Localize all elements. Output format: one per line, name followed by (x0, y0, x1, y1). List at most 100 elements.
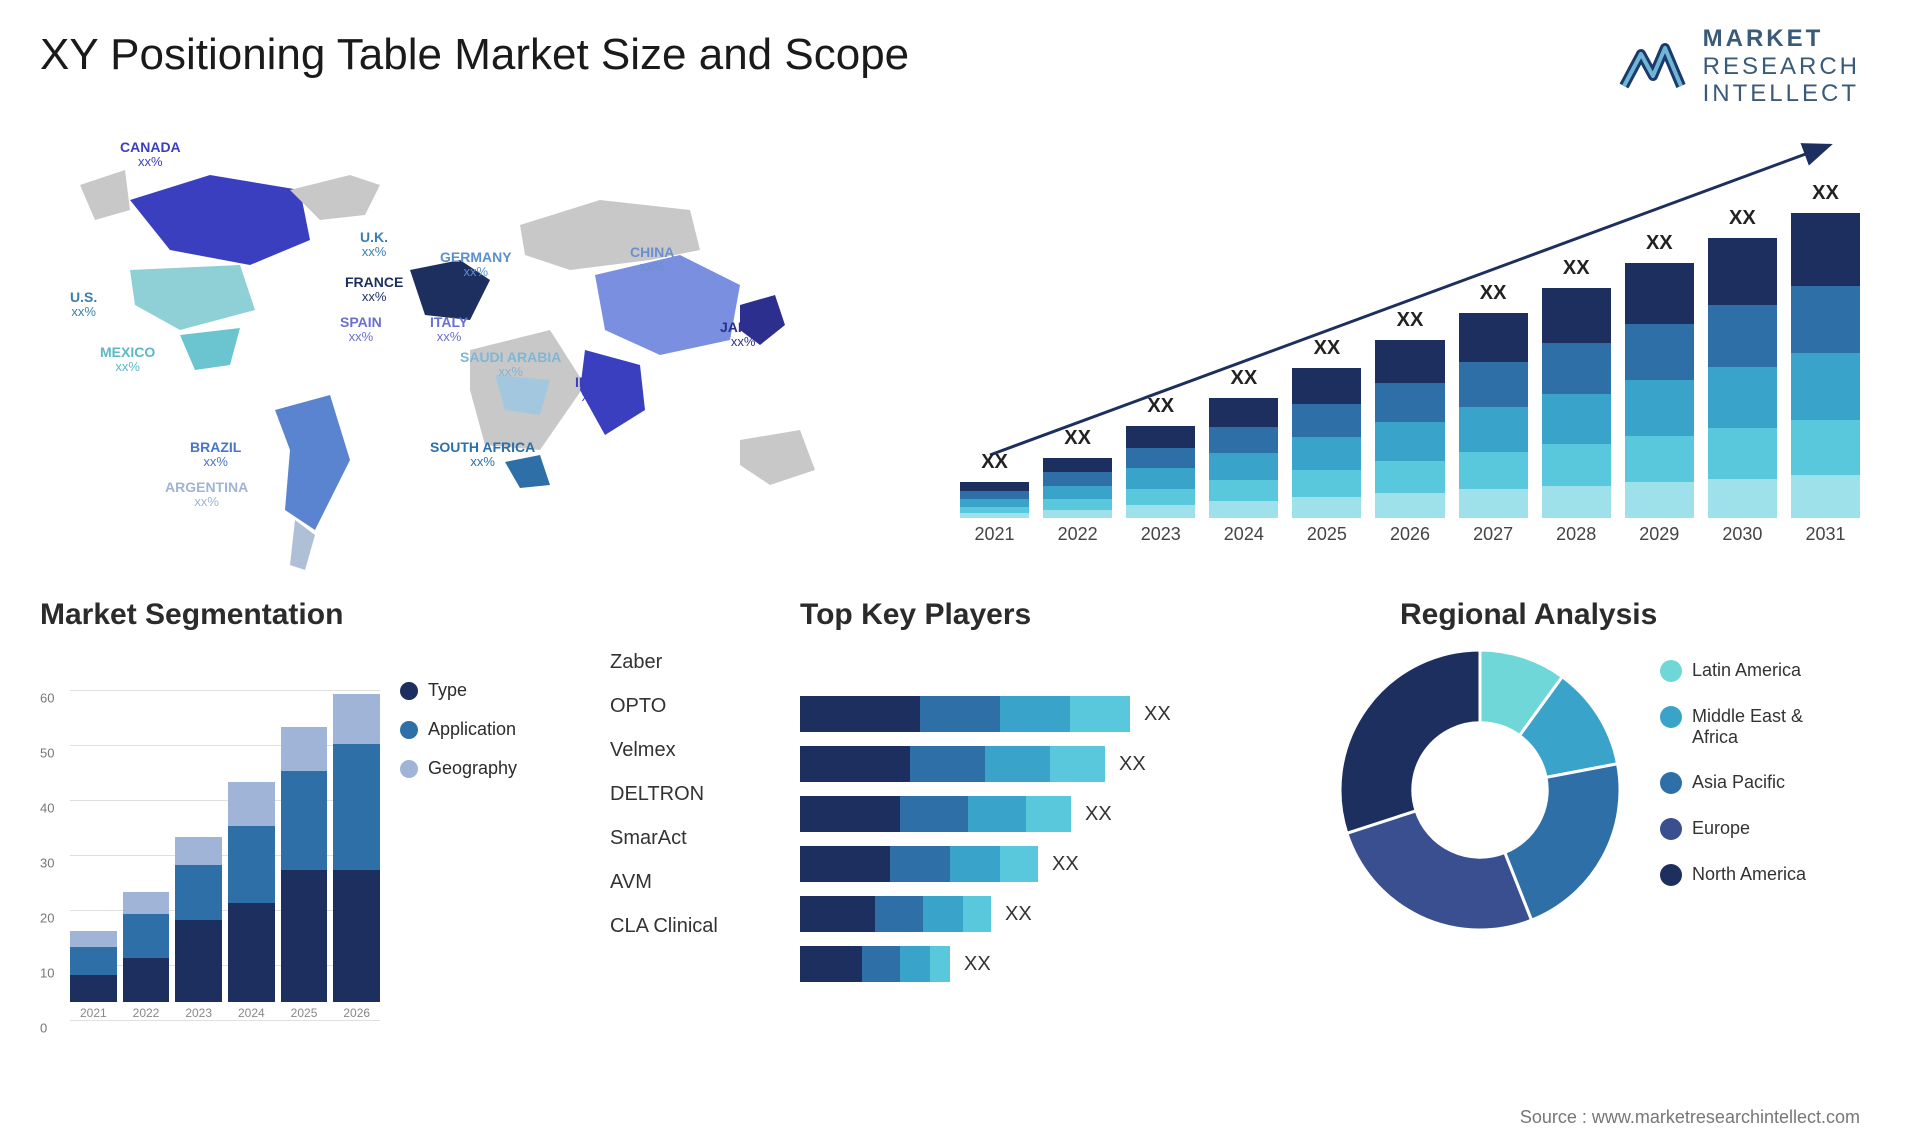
legend-dot-icon (1660, 706, 1682, 728)
donut-slice (1340, 650, 1480, 833)
segmentation-segment (70, 975, 117, 1003)
legend-dot-icon (1660, 864, 1682, 886)
world-map: CANADAxx%U.S.xx%MEXICOxx%BRAZILxx%ARGENT… (40, 130, 910, 570)
growth-bar-segment (1542, 288, 1611, 343)
growth-bar-segment (1209, 453, 1278, 479)
growth-bar-segment (1708, 479, 1777, 518)
growth-bar-segment (1126, 468, 1195, 488)
player-name: OPTO (610, 684, 770, 728)
player-name: DELTRON (610, 772, 770, 816)
growth-bar-segment (1292, 437, 1361, 470)
growth-bar-value: XX (1397, 309, 1424, 332)
growth-bar-2028: XX2028 (1542, 257, 1611, 545)
key-player-segment (1000, 846, 1038, 882)
key-player-value: XX (1085, 803, 1112, 826)
growth-bar-2029: XX 2029 (1625, 232, 1694, 545)
growth-bar-segment (1375, 340, 1444, 383)
growth-bar-segment (1625, 482, 1694, 518)
legend-dot-icon (400, 721, 418, 739)
segmentation-title: Market Segmentation (40, 598, 343, 632)
page-title: XY Positioning Table Market Size and Sco… (40, 30, 909, 80)
key-player-segment (800, 696, 920, 732)
growth-bar-year: 2027 (1473, 524, 1513, 545)
key-player-row: XX (800, 846, 1280, 882)
growth-bar-year: 2026 (1390, 524, 1430, 545)
growth-bar-segment (1209, 480, 1278, 502)
legend-dot-icon (1660, 818, 1682, 840)
growth-bar-segment (1459, 362, 1528, 407)
growth-bar-year: 2029 (1639, 524, 1679, 545)
legend-label: Asia Pacific (1692, 772, 1785, 793)
growth-bar-value: XX (1480, 282, 1507, 305)
legend-dot-icon (1660, 772, 1682, 794)
segmentation-bar-2026: 2026 (333, 694, 380, 1020)
growth-bar-year: 2031 (1805, 524, 1845, 545)
growth-bar-segment (1126, 489, 1195, 506)
growth-bar-segment (1043, 499, 1112, 510)
regional-legend-item: Latin America (1660, 660, 1852, 682)
growth-chart: XX2021XX2022XX2023XX2024XX2025XX2026XX20… (960, 135, 1860, 575)
key-players-chart: XXXXXXXXXXXX (800, 640, 1280, 1060)
segmentation-segment (281, 771, 328, 870)
key-player-segment (890, 846, 950, 882)
key-player-segment (1026, 796, 1071, 832)
segmentation-segment (333, 694, 380, 744)
key-player-segment (900, 796, 968, 832)
growth-bar-segment (1542, 444, 1611, 485)
segmentation-bar-2022: 2022 (123, 892, 170, 1020)
growth-bar-segment (1459, 407, 1528, 452)
key-player-row: XX (800, 946, 1280, 982)
legend-label: Middle East & Africa (1692, 706, 1852, 748)
segmentation-segment (175, 865, 222, 920)
players-list: ZaberOPTOVelmexDELTRONSmarActAVMCLA Clin… (610, 640, 770, 948)
growth-bar-2030: XX2030 (1708, 207, 1777, 545)
regional-title: Regional Analysis (1400, 598, 1657, 632)
segmentation-segment (228, 782, 275, 826)
regional-donut-svg (1320, 630, 1640, 950)
map-label-brazil: BRAZILxx% (190, 440, 241, 470)
segmentation-bar-2025: 2025 (281, 727, 328, 1020)
legend-label: Geography (428, 758, 517, 779)
growth-bar-segment (1375, 383, 1444, 422)
growth-bar-2021: XX2021 (960, 451, 1029, 545)
brand-logo-line1: MARKET (1703, 25, 1860, 53)
map-label-china: CHINAxx% (630, 245, 674, 275)
regional-donut (1320, 630, 1640, 1050)
segmentation-segment (333, 744, 380, 871)
segmentation-segment (123, 958, 170, 1002)
player-name: Velmex (610, 728, 770, 772)
growth-bar-value: XX (1646, 232, 1673, 255)
segmentation-year: 2024 (238, 1006, 265, 1020)
growth-bar-segment (960, 491, 1029, 499)
player-name: AVM (610, 860, 770, 904)
growth-bar-segment (1542, 486, 1611, 518)
key-player-segment (920, 696, 1000, 732)
growth-bar-year: 2025 (1307, 524, 1347, 545)
growth-bar-segment (1209, 427, 1278, 453)
map-label-mexico: MEXICOxx% (100, 345, 155, 375)
key-player-row: XX (800, 696, 1280, 732)
map-label-u-k-: U.K.xx% (360, 230, 388, 260)
key-player-row: XX (800, 896, 1280, 932)
growth-bar-segment (1292, 497, 1361, 518)
segmentation-year: 2025 (291, 1006, 318, 1020)
segmentation-segment (228, 903, 275, 1002)
donut-slice (1347, 811, 1532, 930)
segmentation-ytick: 0 (40, 1021, 376, 1036)
key-player-segment (800, 746, 910, 782)
map-country (275, 395, 350, 530)
key-player-value: XX (1005, 903, 1032, 926)
key-player-value: XX (1052, 853, 1079, 876)
source-line: Source : www.marketresearchintellect.com (1520, 1107, 1860, 1128)
segmentation-bar-2023: 2023 (175, 837, 222, 1020)
growth-bar-value: XX (1147, 395, 1174, 418)
map-label-argentina: ARGENTINAxx% (165, 480, 248, 510)
map-country (740, 430, 815, 485)
growth-bar-value: XX (1563, 257, 1590, 280)
map-country (80, 170, 130, 220)
key-player-segment (1000, 696, 1070, 732)
growth-bar-segment (1292, 368, 1361, 404)
segmentation-segment (123, 892, 170, 914)
legend-dot-icon (400, 682, 418, 700)
growth-bar-segment (1625, 263, 1694, 324)
